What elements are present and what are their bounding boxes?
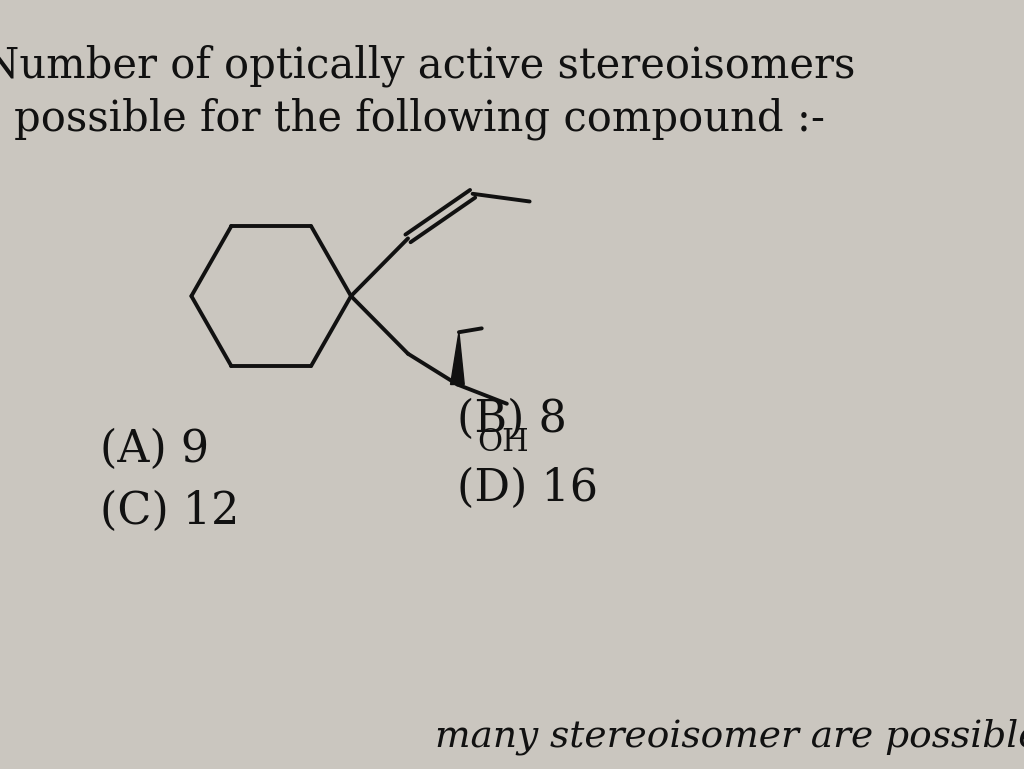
Text: possible for the following compound :-: possible for the following compound :- — [14, 98, 825, 141]
Text: OH: OH — [477, 427, 528, 458]
Text: many stereoisomer are possible: many stereoisomer are possible — [434, 719, 1024, 755]
Text: Number of optically active stereoisomers: Number of optically active stereoisomers — [0, 44, 856, 87]
Text: (A) 9: (A) 9 — [100, 428, 209, 471]
Text: (C) 12: (C) 12 — [100, 490, 240, 533]
Polygon shape — [451, 332, 464, 384]
Text: (D) 16: (D) 16 — [458, 467, 598, 510]
Text: (B) 8: (B) 8 — [458, 398, 567, 441]
